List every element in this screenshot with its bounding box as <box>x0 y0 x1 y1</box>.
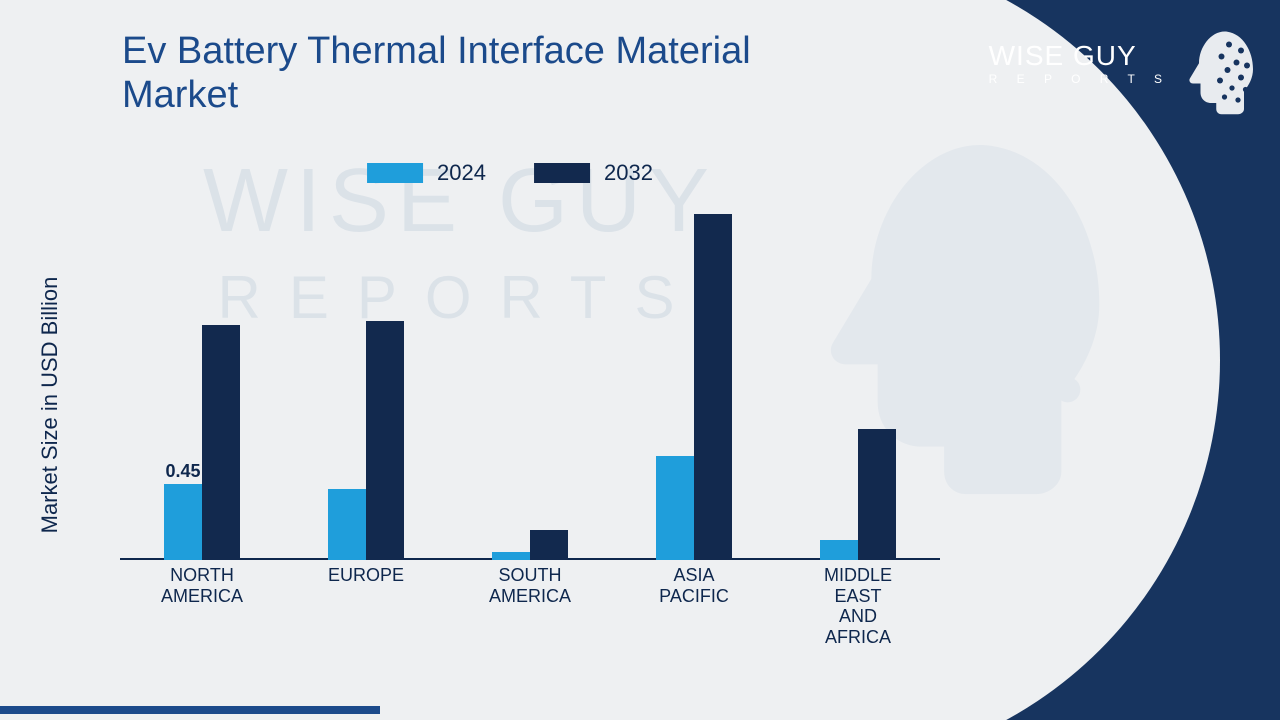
bar-chart: Market Size in USD Billion 20242032 0.45… <box>60 170 960 640</box>
bar <box>656 456 694 560</box>
bar <box>820 540 858 560</box>
plot-area: 0.45 <box>120 190 940 560</box>
legend-item: 2032 <box>534 160 653 186</box>
bar <box>366 321 404 560</box>
bar <box>858 429 896 560</box>
bar <box>694 214 732 560</box>
bar <box>530 530 568 560</box>
legend-label: 2032 <box>604 160 653 186</box>
x-tick-label: ASIAPACIFIC <box>612 565 776 606</box>
bar-value-label: 0.45 <box>165 461 200 482</box>
bar: 0.45 <box>164 484 202 560</box>
legend-swatch <box>534 163 590 183</box>
legend-swatch <box>367 163 423 183</box>
x-tick-label: EUROPE <box>284 565 448 586</box>
legend: 2024 2032 <box>367 160 653 186</box>
legend-label: 2024 <box>437 160 486 186</box>
brand-line2: R E P O R T S <box>989 72 1170 86</box>
bottom-accent-bar <box>0 706 380 714</box>
x-tick-label: MIDDLEEASTANDAFRICA <box>776 565 940 648</box>
bar <box>492 552 530 560</box>
x-tick-label: SOUTHAMERICA <box>448 565 612 606</box>
x-tick-label: NORTHAMERICA <box>120 565 284 606</box>
bar <box>202 325 240 560</box>
y-axis-label: Market Size in USD Billion <box>37 277 63 534</box>
brand-head-icon <box>1180 28 1260 118</box>
stage: WISE GUY REPORTS Ev Battery Thermal Inte… <box>0 0 1280 720</box>
brand-line1: WISE GUY <box>989 40 1170 72</box>
brand-logo-text: WISE GUY R E P O R T S <box>989 40 1170 86</box>
chart-title: Ev Battery Thermal Interface Material Ma… <box>122 30 762 117</box>
bar <box>328 489 366 560</box>
legend-item: 2024 <box>367 160 486 186</box>
